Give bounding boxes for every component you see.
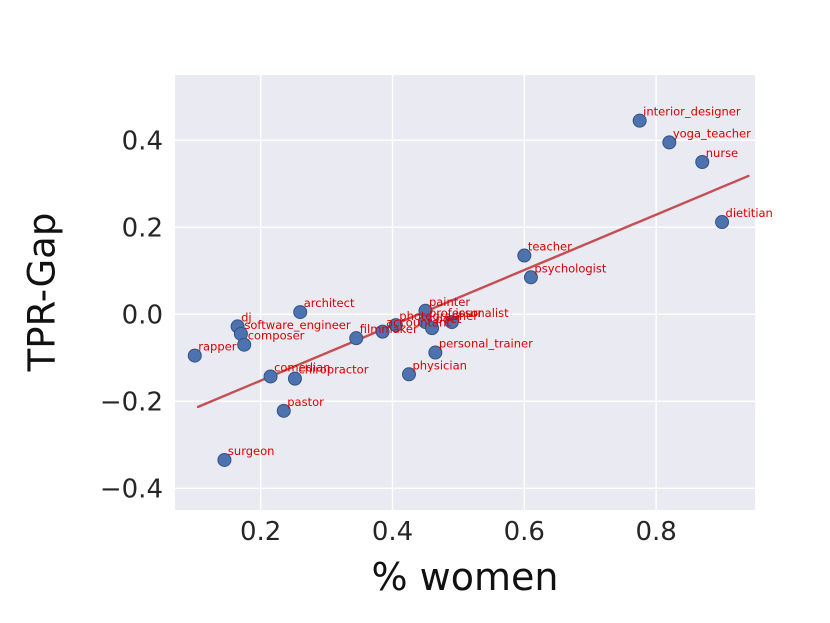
x-tick-label: 0.6	[504, 517, 545, 547]
scatter-point	[517, 248, 532, 263]
point-label: chiropractor	[298, 363, 368, 377]
point-label: comedian	[274, 360, 330, 374]
scatter-point	[237, 337, 252, 352]
point-label: accountant	[386, 316, 451, 330]
point-label: professor	[429, 306, 483, 320]
scatter-point	[425, 321, 440, 336]
point-label: architect	[304, 296, 355, 310]
scatter-point	[349, 331, 364, 346]
point-label: psychologist	[534, 261, 606, 275]
scatter-point	[401, 367, 416, 382]
point-label: pastor	[287, 395, 324, 409]
point-label: dj	[241, 310, 252, 324]
point-label: poet	[436, 312, 462, 326]
point-label: surgeon	[228, 444, 275, 458]
plot-area	[175, 75, 755, 510]
scatter-point	[287, 371, 302, 386]
x-tick-label: 0.8	[635, 517, 676, 547]
scatter-point	[428, 345, 443, 360]
point-label: yoga_teacher	[673, 126, 751, 140]
point-label: rapper	[198, 340, 236, 354]
scatter-point	[444, 315, 459, 330]
point-label: painter	[429, 295, 470, 309]
y-tick-label: 0.0	[122, 300, 163, 330]
y-tick-label: 0.2	[122, 213, 163, 243]
scatter-point	[388, 318, 403, 333]
y-axis-title: TPR-Gap	[20, 212, 64, 372]
y-tick-label: 0.4	[122, 126, 163, 156]
scatter-point	[276, 403, 291, 418]
point-label: interior_designer	[643, 105, 741, 119]
point-label: physician	[412, 358, 466, 372]
scatter-point	[217, 452, 232, 467]
y-tick-label: −0.2	[100, 387, 163, 417]
point-label: software_engineer	[244, 318, 350, 332]
scatter-point	[263, 369, 278, 384]
point-label: personal_trainer	[439, 337, 533, 351]
scatter-point	[523, 270, 538, 285]
x-tick-label: 0.4	[372, 517, 413, 547]
scatter-point	[375, 324, 390, 339]
point-label: journalist	[454, 306, 509, 320]
scatter-point	[662, 135, 677, 150]
x-tick-label: 0.2	[240, 517, 281, 547]
point-label: composer	[248, 329, 305, 343]
scatter-point	[187, 348, 202, 363]
scatter-point	[632, 113, 647, 128]
scatter-point	[715, 215, 730, 230]
regression-line	[196, 174, 750, 409]
point-label: filmmaker	[360, 322, 418, 336]
y-tick-label: −0.4	[100, 474, 163, 504]
point-label: nurse	[706, 146, 738, 160]
x-axis-title: % women	[371, 555, 559, 599]
scatter-point	[293, 305, 308, 320]
point-label: teacher	[528, 240, 572, 254]
point-label: photographer	[399, 309, 478, 323]
scatter-point	[695, 155, 710, 169]
point-label: dietitian	[726, 206, 773, 220]
